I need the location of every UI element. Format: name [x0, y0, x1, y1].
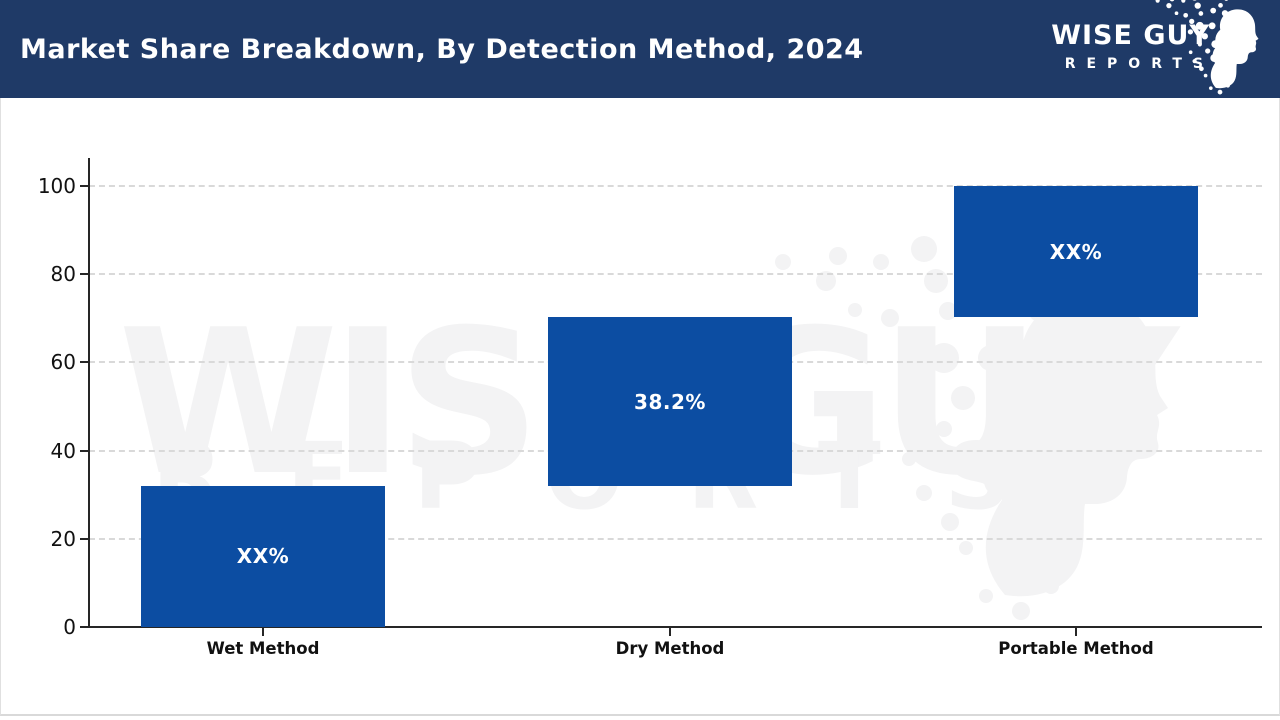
ytick-label: 80: [50, 262, 76, 286]
ytick-mark: [80, 538, 88, 540]
xtick-label: Wet Method: [206, 639, 320, 658]
xtick-mark: [669, 628, 671, 636]
bar-segment: XX%: [141, 485, 385, 627]
logo-text-line1: WISE GUY: [1051, 20, 1210, 51]
chart-title: Market Share Breakdown, By Detection Met…: [20, 33, 864, 65]
ytick-label: 40: [50, 439, 76, 463]
ytick-label: 60: [50, 350, 76, 374]
ytick-label: 20: [50, 527, 76, 551]
bar-value-label: XX%: [1049, 239, 1103, 264]
xtick-label: Dry Method: [615, 639, 725, 658]
ytick-label: 100: [37, 174, 76, 198]
bar-segment: 38.2%: [548, 317, 792, 486]
ytick-mark: [80, 361, 88, 363]
gridline-y100: [89, 185, 1262, 187]
bar-value-label: XX%: [236, 544, 290, 569]
xtick-mark: [1075, 628, 1077, 636]
bar-segment: XX%: [954, 186, 1198, 318]
wiseguy-logo: WISE GUY REPORTS: [1030, 0, 1280, 98]
ytick-mark: [80, 185, 88, 187]
ytick-mark: [80, 273, 88, 275]
x-axis-line: [88, 626, 1262, 628]
ytick-mark: [80, 450, 88, 452]
xtick-mark: [262, 628, 264, 636]
logo-text-line2: REPORTS: [1064, 56, 1214, 72]
gridline-y80: [89, 273, 1262, 275]
xtick-label: Portable Method: [998, 639, 1154, 658]
ytick-label: 0: [63, 615, 76, 639]
bar-value-label: 38.2%: [634, 389, 706, 414]
y-axis-line: [88, 158, 90, 628]
ytick-mark: [80, 626, 88, 628]
header-bar: Market Share Breakdown, By Detection Met…: [0, 0, 1280, 98]
gridline-y20: [89, 538, 1262, 540]
